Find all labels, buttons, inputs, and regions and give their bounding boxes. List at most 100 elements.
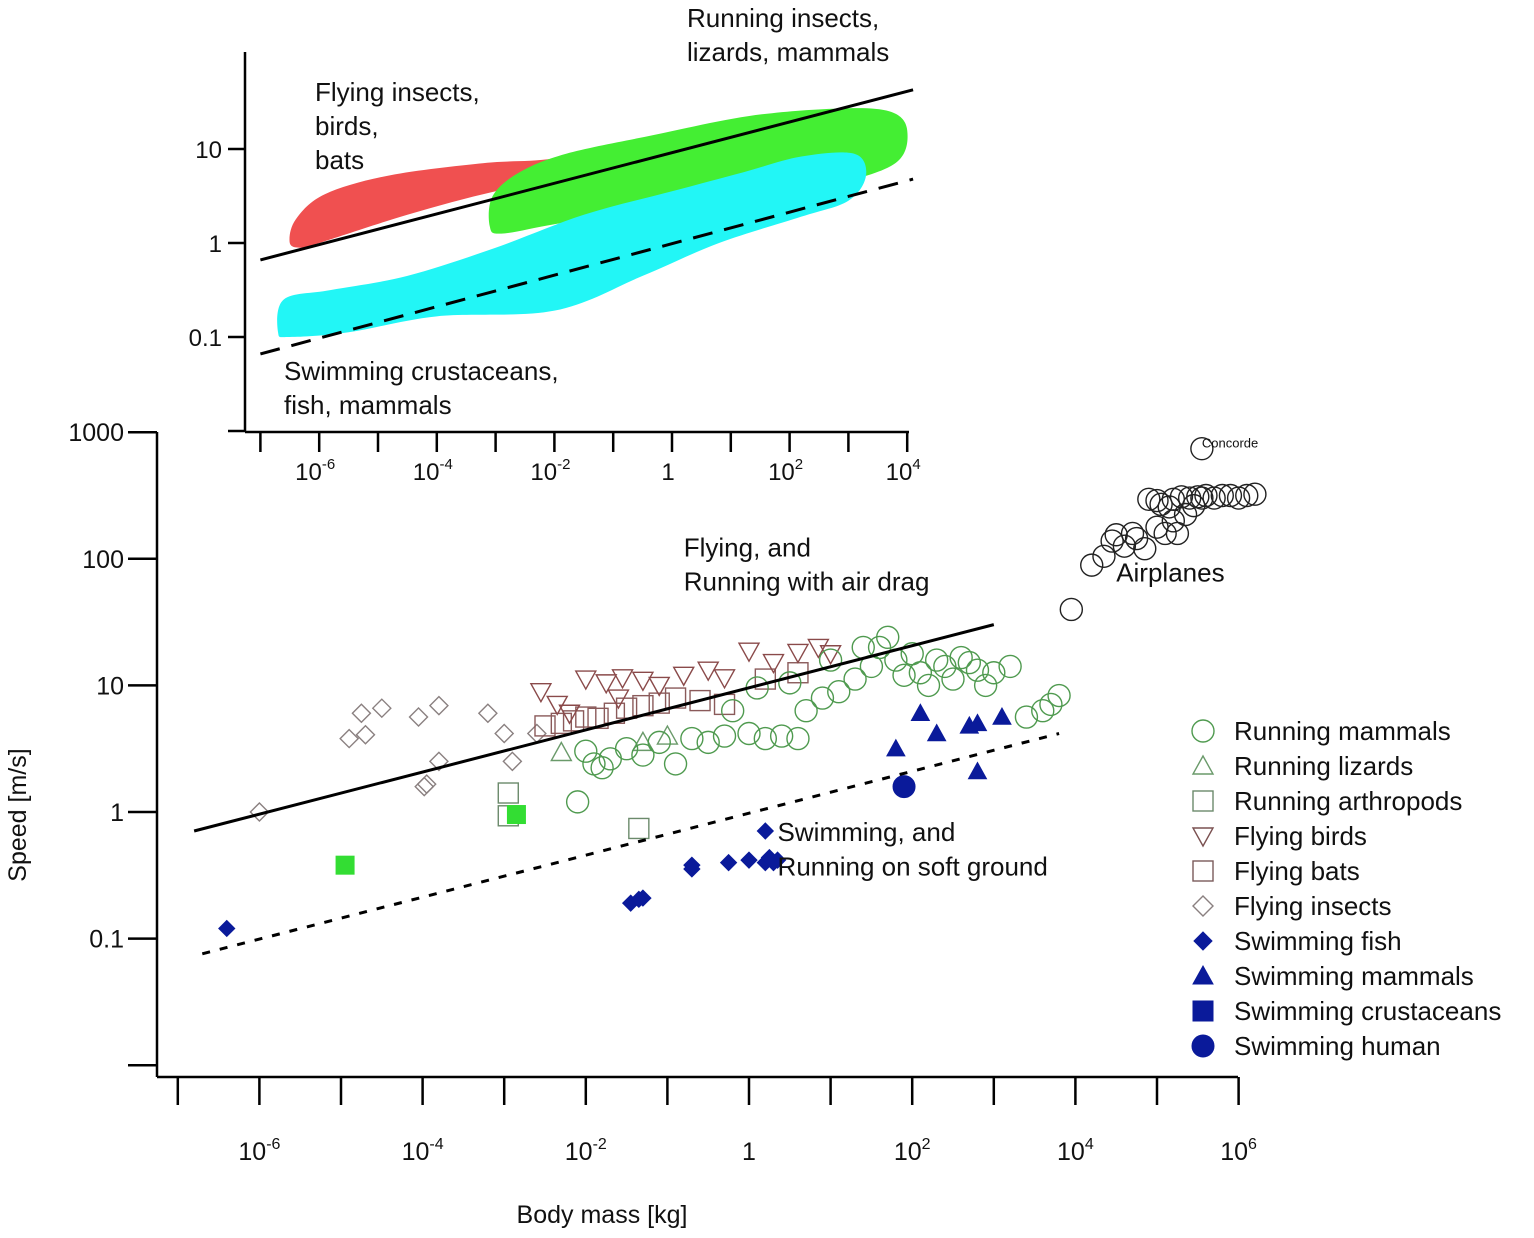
data-point bbox=[562, 710, 585, 732]
y-axis-label: Speed [m/s] bbox=[4, 748, 32, 881]
legend-marker bbox=[1192, 1000, 1214, 1022]
data-point bbox=[428, 751, 449, 772]
x-tick-base: 10 bbox=[402, 1138, 430, 1166]
data-point bbox=[631, 671, 655, 692]
data-point bbox=[1218, 483, 1243, 508]
data-point bbox=[1243, 482, 1267, 506]
data-point bbox=[982, 661, 1006, 685]
data-point bbox=[720, 699, 745, 723]
inset-annotation: fish, mammals bbox=[284, 390, 452, 420]
data-point bbox=[892, 775, 916, 799]
data-point bbox=[1137, 487, 1161, 511]
series-airplanes bbox=[1059, 482, 1267, 622]
x-tick-base: 10 bbox=[1057, 1138, 1085, 1166]
inset-solid-trend-line bbox=[260, 88, 914, 262]
legend-marker bbox=[1191, 827, 1215, 848]
data-point bbox=[949, 645, 973, 670]
data-point bbox=[967, 761, 988, 780]
data-point bbox=[656, 724, 679, 745]
x-tick-exponent: 2 bbox=[922, 1136, 931, 1153]
data-point bbox=[786, 643, 810, 664]
inset-x-tick-label: 10-2 bbox=[530, 456, 570, 486]
data-point bbox=[1177, 486, 1202, 510]
data-point bbox=[973, 673, 998, 698]
data-point bbox=[876, 625, 900, 649]
x-tick-exponent: 6 bbox=[1248, 1136, 1257, 1153]
data-point bbox=[1047, 683, 1071, 708]
running-region bbox=[488, 108, 908, 234]
data-point bbox=[663, 752, 688, 776]
legend-marker bbox=[1192, 790, 1214, 812]
data-point bbox=[1149, 492, 1173, 517]
series-swimming-mammals bbox=[886, 703, 1012, 780]
x-tick-label: 1 bbox=[742, 1138, 756, 1166]
data-point bbox=[416, 774, 437, 795]
inset-x-tick-base: 10 bbox=[295, 459, 322, 486]
inset-annotation: lizards, mammals bbox=[687, 37, 889, 67]
legend-marker bbox=[1191, 719, 1215, 743]
data-point bbox=[1157, 495, 1181, 519]
data-point bbox=[769, 724, 794, 748]
soft-ground-trend-line bbox=[201, 732, 1060, 956]
data-point bbox=[630, 890, 648, 909]
inset-x-tick-base: 10 bbox=[768, 459, 795, 486]
data-point bbox=[529, 683, 553, 704]
data-point bbox=[1092, 544, 1116, 568]
legend-label: Flying bats bbox=[1234, 856, 1360, 886]
data-point bbox=[587, 707, 609, 730]
data-point bbox=[827, 680, 851, 704]
data-point bbox=[1194, 483, 1218, 508]
data-point bbox=[575, 706, 597, 728]
data-point bbox=[494, 723, 515, 744]
data-point bbox=[1124, 526, 1149, 551]
data-point bbox=[414, 776, 435, 797]
data-point bbox=[1226, 486, 1251, 510]
data-point bbox=[926, 723, 947, 742]
swimming-region bbox=[277, 152, 867, 338]
data-point bbox=[574, 739, 598, 763]
annotation: Concorde bbox=[1202, 435, 1258, 450]
x-tick-label: 10-2 bbox=[565, 1136, 607, 1166]
data-point bbox=[689, 689, 711, 712]
legend-marker bbox=[1192, 964, 1214, 985]
data-point bbox=[647, 730, 671, 755]
annotation: Swimming, and bbox=[778, 817, 956, 847]
data-point bbox=[1161, 487, 1186, 511]
legend-marker bbox=[1192, 895, 1214, 917]
legend-label: Flying birds bbox=[1234, 821, 1367, 851]
data-point bbox=[1169, 485, 1194, 509]
data-point bbox=[794, 699, 818, 723]
series-swimming-human bbox=[892, 775, 916, 799]
y-tick-label: 10 bbox=[96, 672, 124, 700]
data-point bbox=[1153, 521, 1177, 546]
data-point bbox=[1059, 597, 1084, 622]
data-point bbox=[807, 638, 830, 659]
annotation: Airplanes bbox=[1116, 558, 1224, 588]
data-point bbox=[335, 855, 355, 875]
x-tick-label: 104 bbox=[1057, 1136, 1094, 1166]
data-point bbox=[598, 747, 622, 771]
legend-label: Running arthropods bbox=[1234, 786, 1462, 816]
inset-annotation: bats bbox=[315, 145, 364, 175]
data-point bbox=[908, 661, 933, 685]
data-point bbox=[1202, 486, 1226, 510]
data-point bbox=[1186, 485, 1210, 509]
data-point bbox=[810, 686, 835, 710]
x-tick-label: 106 bbox=[1220, 1136, 1257, 1166]
series-flying-bats bbox=[534, 662, 809, 737]
x-tick-base: 10 bbox=[1220, 1138, 1248, 1166]
data-point bbox=[719, 853, 738, 872]
data-point bbox=[355, 724, 376, 745]
data-point bbox=[371, 698, 392, 719]
inset-x-tick-label: 10-4 bbox=[413, 456, 453, 486]
data-point bbox=[712, 724, 737, 748]
data-point bbox=[628, 817, 650, 840]
data-point bbox=[916, 673, 941, 698]
x-tick-exponent: 4 bbox=[1085, 1136, 1094, 1153]
data-point bbox=[910, 703, 931, 721]
data-point bbox=[680, 726, 704, 751]
y-tick-label: 100 bbox=[82, 546, 124, 574]
data-point bbox=[565, 790, 590, 814]
inset-x-tick-base: 10 bbox=[886, 459, 913, 486]
data-point bbox=[886, 738, 906, 757]
